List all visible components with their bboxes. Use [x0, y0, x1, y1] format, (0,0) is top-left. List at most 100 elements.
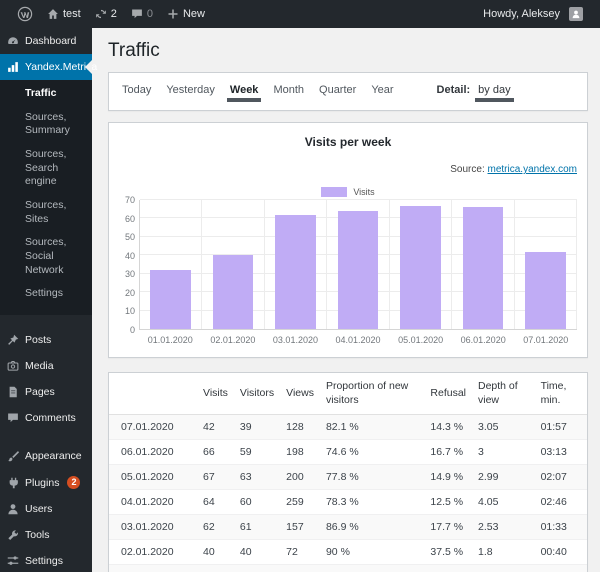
- home-icon: [47, 8, 59, 20]
- tab-month[interactable]: Month: [273, 84, 305, 96]
- comments-menu[interactable]: 0: [124, 0, 160, 28]
- sidebar-item-label: Plugins: [25, 476, 60, 489]
- tab-quarter[interactable]: Quarter: [319, 84, 357, 96]
- page-title: Traffic: [108, 40, 160, 61]
- sidebar-item-users[interactable]: Users: [0, 496, 92, 522]
- sidebar-menu: Dashboard Yandex.Metrica Traffic Sources, S…: [0, 28, 97, 572]
- comments-count: 0: [146, 8, 153, 20]
- sidebar-subitem-sources-search-engine[interactable]: Sources, Search engine: [25, 148, 67, 188]
- pages-icon: [7, 386, 19, 398]
- detail-selector[interactable]: by day: [475, 84, 515, 105]
- sidebar-item-media[interactable]: Media: [0, 353, 92, 379]
- chart-title: Visits per week: [304, 135, 392, 149]
- visits-bar[interactable]: [275, 214, 316, 329]
- stats-table: Visits Visitors Views Proportion of new vis…: [109, 373, 587, 572]
- sidebar-item-label: Tools: [25, 529, 50, 542]
- site-name-menu[interactable]: test: [40, 0, 88, 28]
- row-date: 06.01.2020: [109, 439, 197, 466]
- column-header-visits: Visits: [197, 373, 234, 416]
- plus-icon: [167, 8, 179, 20]
- visits-bar[interactable]: [462, 207, 504, 329]
- row-value: 77.8 %: [319, 464, 425, 491]
- chart-column-04-01-2020: [327, 200, 390, 329]
- legend-label: Visits: [353, 187, 375, 197]
- sidebar-subitem-sources-summary[interactable]: Sources, Summary: [25, 110, 70, 137]
- period-tabs-panel: Today Yesterday Week Month Quarter Year Detai…: [108, 72, 588, 111]
- sidebar-item-dashboard[interactable]: Dashboard: [0, 28, 92, 54]
- visits-chart-panel: Visits per week Source: metrica.yandex.c…: [108, 122, 588, 358]
- sidebar-item-plugins[interactable]: Plugins 2: [0, 469, 92, 496]
- row-value: 15.6 %: [424, 565, 472, 572]
- y-tick-label: 0: [129, 325, 135, 335]
- sidebar-item-yandex-metrica[interactable]: Yandex.Metrica: [0, 54, 97, 81]
- column-header-refusal: Refusal: [424, 373, 472, 416]
- row-value: 183: [280, 565, 320, 572]
- table-row-01-01-2020: 01.01.2020322718377.8 %15.6 %5.7202:42: [109, 564, 587, 572]
- sidebar-item-appearance[interactable]: Appearance: [0, 443, 92, 469]
- column-header-depth-of-view: Depth of view: [472, 373, 535, 416]
- row-value: 03:13: [534, 439, 587, 466]
- tab-year[interactable]: Year: [371, 84, 394, 96]
- row-date: 02.01.2020: [109, 539, 197, 566]
- x-tick-label: 06.01.2020: [460, 335, 506, 345]
- sidebar-item-pages[interactable]: Pages: [0, 379, 92, 405]
- row-value: 17.7 %: [424, 514, 472, 541]
- column-header-views: Views: [280, 373, 320, 416]
- chart-source: Source: metrica.yandex.com: [119, 164, 577, 175]
- row-value: 64: [197, 489, 234, 516]
- row-value: 63: [233, 464, 281, 491]
- chart-legend: Visits: [119, 187, 577, 197]
- visits-bar[interactable]: [337, 211, 379, 329]
- source-link[interactable]: metrica.yandex.com: [487, 164, 577, 175]
- column-header-empty: [109, 373, 197, 416]
- sidebar-item-posts[interactable]: Posts: [0, 327, 92, 353]
- period-tabs: Today Yesterday Week Month Quarter Year: [122, 84, 409, 105]
- media-icon: [7, 360, 19, 372]
- row-value: 2.99: [472, 464, 535, 491]
- menu-separator: [0, 431, 92, 443]
- y-tick-label: 50: [124, 232, 135, 243]
- tab-week[interactable]: Week: [226, 84, 261, 105]
- x-tick-label: 01.01.2020: [147, 335, 193, 345]
- wordpress-logo-menu[interactable]: [10, 0, 40, 28]
- sidebar-subitem-sources-sites[interactable]: Sources, Sites: [25, 198, 67, 225]
- row-value: 198: [280, 439, 320, 466]
- sidebar-item-tools[interactable]: Tools: [0, 522, 92, 548]
- stats-table-panel: Visits Visitors Views Proportion of new vis…: [108, 372, 588, 572]
- visits-bar[interactable]: [212, 255, 254, 329]
- sidebar-subitem-sources-social-network[interactable]: Sources, Social Network: [25, 236, 67, 276]
- sidebar-subitem-settings[interactable]: Settings: [25, 287, 63, 300]
- comment-bubble-icon: [131, 8, 143, 20]
- y-tick-label: 70: [124, 195, 135, 205]
- row-value: 1.8: [472, 539, 535, 566]
- source-label: Source:: [450, 164, 485, 175]
- row-date: 04.01.2020: [109, 489, 197, 516]
- gridline: [140, 199, 577, 200]
- chart-column-05-01-2020: [390, 200, 453, 329]
- sidebar-subitem-traffic[interactable]: Traffic: [25, 87, 57, 100]
- x-tick-label: 02.01.2020: [210, 335, 256, 345]
- visits-bar[interactable]: [524, 251, 566, 329]
- updates-menu[interactable]: 2: [88, 0, 124, 28]
- sidebar-item-label: Users: [25, 503, 53, 516]
- sidebar-item-comments[interactable]: Comments: [0, 405, 92, 431]
- tab-today[interactable]: Today: [122, 84, 152, 96]
- sidebar-item-label: Comments: [25, 412, 76, 424]
- sidebar-item-settings[interactable]: Settings: [0, 548, 92, 572]
- row-value: 67: [197, 464, 234, 491]
- my-account-menu[interactable]: Howdy, Aleksey: [476, 0, 590, 28]
- row-date: 03.01.2020: [109, 514, 197, 541]
- visits-bar[interactable]: [400, 205, 441, 329]
- y-tick-label: 60: [124, 213, 135, 224]
- sidebar-item-label: Yandex.Metrica: [25, 61, 98, 74]
- row-value: 157: [280, 514, 320, 541]
- tab-yesterday[interactable]: Yesterday: [166, 84, 215, 96]
- admin-bar: test 2 0 New Howdy, Aleksey: [0, 0, 600, 28]
- row-value: 02:42: [535, 565, 587, 572]
- visits-bar[interactable]: [150, 270, 191, 329]
- row-value: 12.5 %: [424, 489, 472, 516]
- row-value: 128: [280, 414, 320, 441]
- row-value: 3: [472, 439, 535, 466]
- new-content-menu[interactable]: New: [160, 0, 212, 28]
- x-axis-labels: 01.01.2020 02.01.2020 03.01.2020 04.01.2020…: [139, 335, 577, 345]
